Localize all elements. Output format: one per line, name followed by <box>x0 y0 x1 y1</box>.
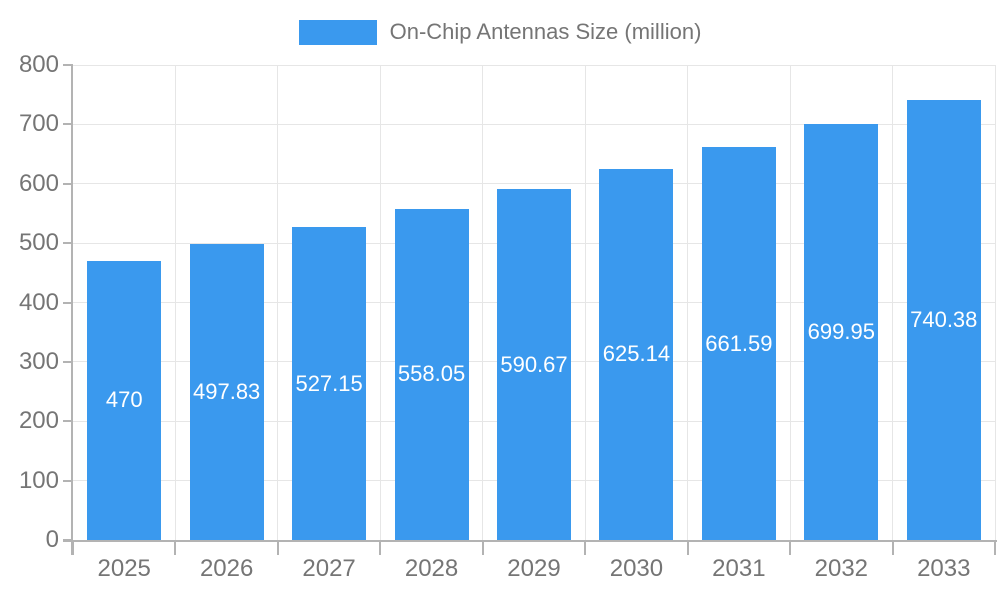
y-tick-label: 0 <box>45 526 59 553</box>
x-tick-label: 2025 <box>97 555 151 582</box>
x-axis-tick <box>481 540 484 555</box>
x-tick-label: 2031 <box>712 555 766 582</box>
x-axis-tick <box>379 540 382 555</box>
bar-value-label: 699.95 <box>807 319 875 345</box>
x-gridline <box>687 65 689 540</box>
x-tick-label: 2028 <box>404 555 459 582</box>
y-tick-label: 400 <box>18 288 59 316</box>
x-tick-label: 2030 <box>609 555 664 582</box>
y-axis-tick <box>63 182 73 185</box>
y-gridline <box>73 123 995 125</box>
x-axis-tick <box>891 540 894 555</box>
y-axis-tick <box>63 479 73 482</box>
x-gridline <box>379 65 381 540</box>
bar-value-label: 558.05 <box>397 361 466 387</box>
y-tick-label: 300 <box>18 347 59 375</box>
y-axis-tick <box>63 242 73 245</box>
x-tick-label: 2032 <box>814 555 869 582</box>
plot-area: 0 100 200 300 400 500 600 700 800 470 2025 497.83 20… <box>19 53 997 582</box>
y-axis-tick <box>63 123 73 126</box>
y-axis-tick <box>63 301 73 304</box>
bar-value-label: 497.83 <box>193 379 261 405</box>
x-axis-tick <box>276 540 279 555</box>
x-axis-tick <box>686 540 689 555</box>
x-tick-label: 2026 <box>199 555 254 582</box>
x-axis-tick <box>994 540 996 555</box>
y-tick-label: 800 <box>18 51 59 78</box>
bar-value-label: 470 <box>105 387 143 413</box>
y-axis-tick <box>63 360 73 363</box>
bar: 470 <box>87 260 162 540</box>
bar: 527.15 <box>292 227 367 540</box>
chart-legend[interactable]: On-Chip Antennas Size (million) <box>0 19 1000 45</box>
bar-value-label: 590.67 <box>500 351 568 377</box>
x-tick-label: 2027 <box>302 555 356 582</box>
x-axis-tick <box>174 540 177 555</box>
y-tick-label: 700 <box>18 110 59 138</box>
y-tick-label: 500 <box>18 229 59 257</box>
x-gridline <box>174 65 176 540</box>
y-axis-line <box>71 65 73 555</box>
bar-value-label: 661.59 <box>705 330 773 356</box>
x-tick-label: 2029 <box>507 555 561 582</box>
bar: 661.59 <box>701 147 776 540</box>
x-axis-tick <box>584 540 587 555</box>
y-tick-label: 200 <box>18 407 59 435</box>
bar: 590.67 <box>497 189 571 540</box>
x-gridline <box>789 65 791 540</box>
y-axis-tick <box>63 64 73 66</box>
x-gridline <box>892 65 894 540</box>
bar: 740.38 <box>906 100 981 540</box>
x-gridline <box>277 65 279 540</box>
bar-value-label: 527.15 <box>295 370 363 396</box>
bar-value-label: 625.14 <box>602 341 671 367</box>
legend-label: On-Chip Antennas Size (million) <box>389 19 702 44</box>
y-tick-label: 100 <box>18 466 59 494</box>
bar: 699.95 <box>804 124 879 540</box>
bar-value-label: 740.38 <box>910 307 978 333</box>
x-gridline <box>994 65 996 540</box>
y-gridline <box>73 64 995 66</box>
x-axis-line <box>63 540 997 542</box>
bar: 625.14 <box>599 168 674 540</box>
y-tick-label: 600 <box>18 169 59 197</box>
bar: 558.05 <box>394 208 469 540</box>
x-gridline <box>482 65 484 540</box>
x-axis-tick <box>789 540 792 555</box>
bar: 497.83 <box>189 244 264 540</box>
legend-swatch-icon <box>298 19 377 45</box>
x-tick-label: 2033 <box>917 555 971 582</box>
x-gridline <box>584 65 586 540</box>
y-axis-tick <box>63 420 73 423</box>
x-axis-tick <box>72 540 74 555</box>
y-gridline <box>73 183 995 185</box>
